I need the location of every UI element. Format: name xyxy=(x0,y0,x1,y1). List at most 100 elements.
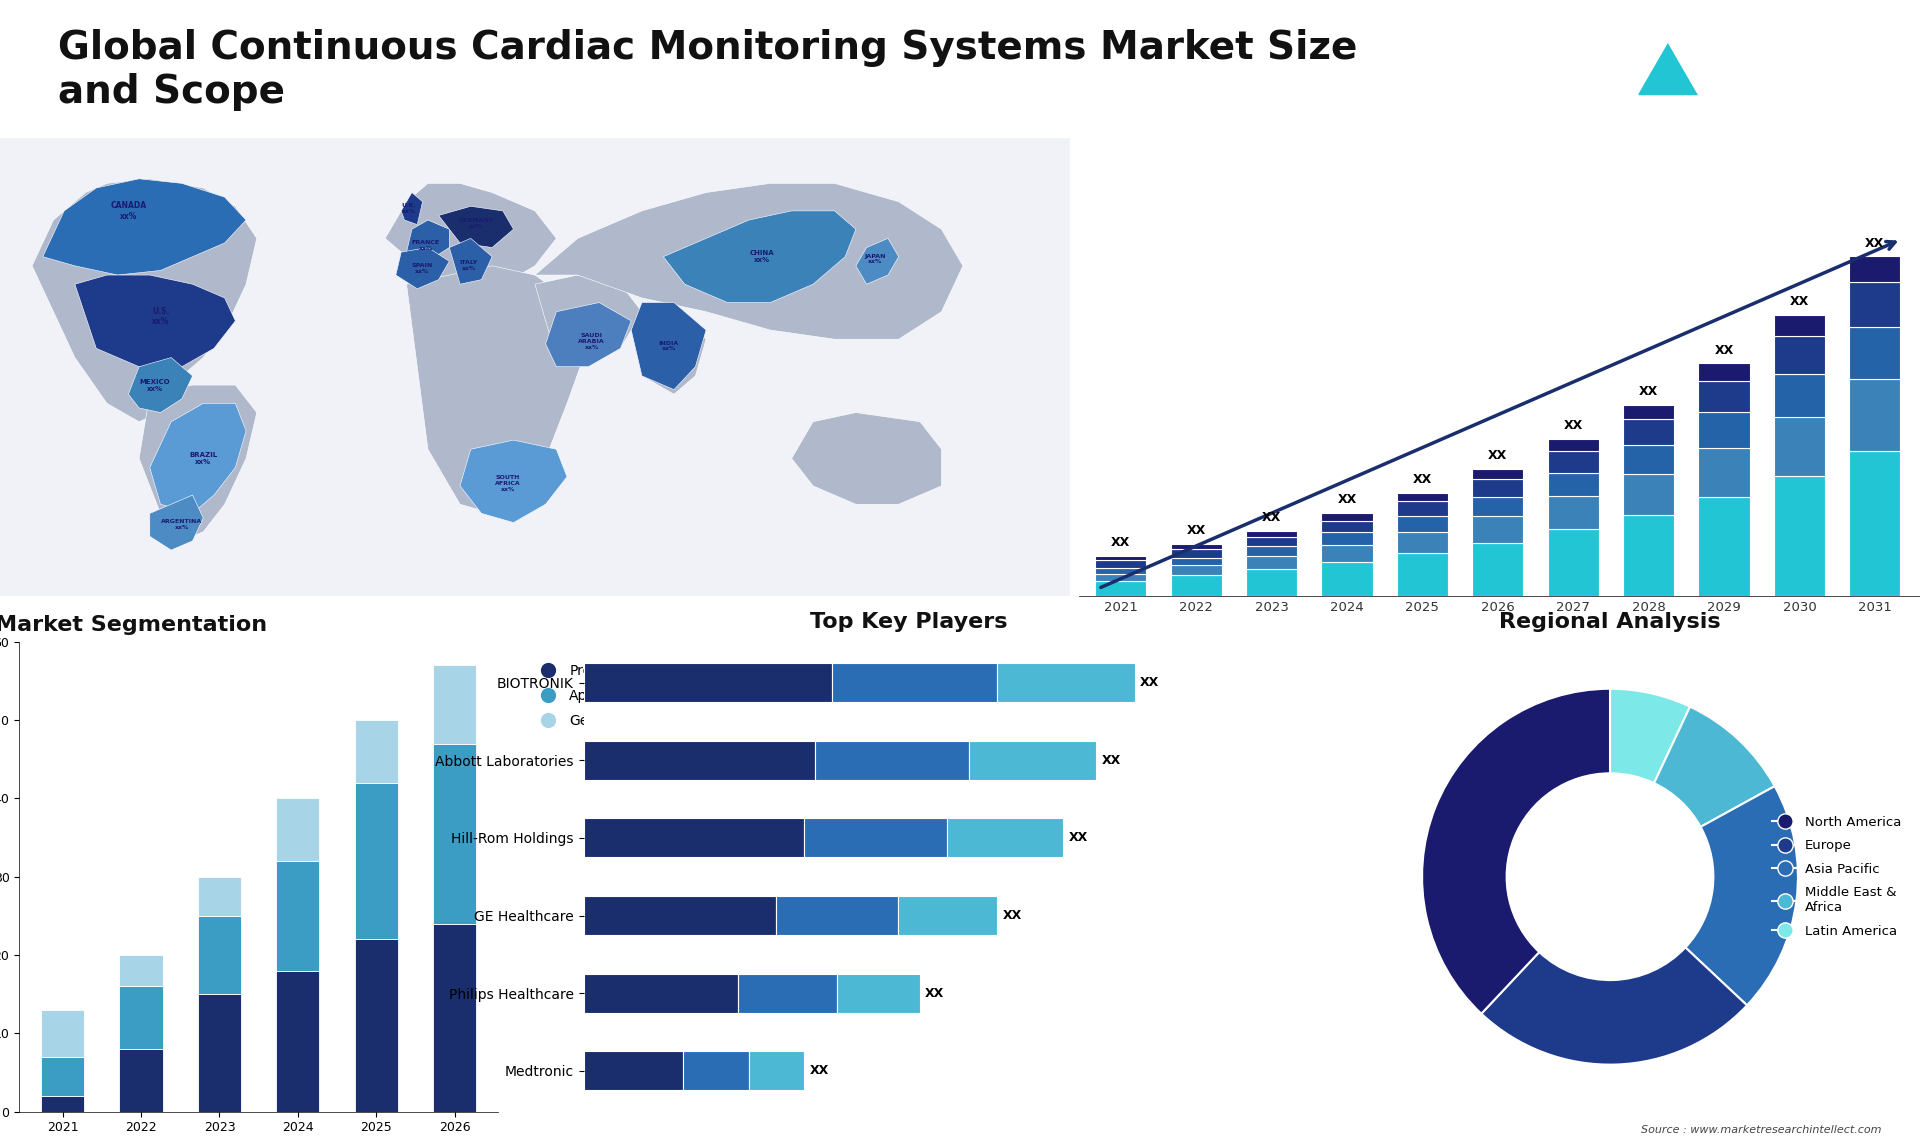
Text: JAPAN
xx%: JAPAN xx% xyxy=(864,253,885,265)
Polygon shape xyxy=(150,403,246,513)
Bar xyxy=(434,744,476,924)
Title: Regional Analysis: Regional Analysis xyxy=(1500,612,1720,631)
Bar xyxy=(1246,556,1298,570)
Wedge shape xyxy=(1482,948,1747,1065)
Polygon shape xyxy=(461,440,566,523)
Bar xyxy=(1774,416,1826,477)
Bar xyxy=(434,665,476,744)
Wedge shape xyxy=(1653,707,1774,827)
Text: XX: XX xyxy=(1261,511,1281,524)
Bar xyxy=(1094,556,1146,560)
Bar xyxy=(1622,446,1674,474)
Bar xyxy=(1321,545,1373,562)
Polygon shape xyxy=(662,211,856,303)
Polygon shape xyxy=(129,358,192,413)
Text: XX: XX xyxy=(1640,385,1659,398)
Bar xyxy=(1171,575,1221,596)
Polygon shape xyxy=(33,179,257,422)
Text: INTELLECT: INTELLECT xyxy=(1766,89,1830,100)
Text: XX: XX xyxy=(1864,236,1884,250)
Polygon shape xyxy=(632,303,707,390)
Polygon shape xyxy=(386,183,557,298)
Bar xyxy=(1396,493,1448,502)
Text: Global Continuous Cardiac Monitoring Systems Market Size
and Scope: Global Continuous Cardiac Monitoring Sys… xyxy=(58,29,1357,111)
Bar xyxy=(40,1096,84,1112)
Bar xyxy=(1473,543,1523,596)
Polygon shape xyxy=(791,413,941,504)
Text: ARGENTINA
xx%: ARGENTINA xx% xyxy=(161,519,202,531)
Bar xyxy=(584,664,831,702)
Wedge shape xyxy=(1611,689,1690,783)
Bar xyxy=(1699,413,1749,448)
Bar xyxy=(1246,547,1298,556)
Text: RESEARCH: RESEARCH xyxy=(1766,69,1830,79)
Legend: North America, Europe, Asia Pacific, Middle East &
Africa, Latin America: North America, Europe, Asia Pacific, Mid… xyxy=(1766,810,1907,943)
Legend: Product, Application, Geography: Product, Application, Geography xyxy=(530,658,653,733)
Bar xyxy=(584,740,814,779)
Text: XX: XX xyxy=(1488,449,1507,462)
Bar xyxy=(1622,515,1674,596)
Text: U.S.
xx%: U.S. xx% xyxy=(152,307,169,325)
Polygon shape xyxy=(75,275,236,367)
Bar xyxy=(584,818,804,857)
Bar xyxy=(40,1010,84,1057)
Bar xyxy=(899,896,996,935)
Bar xyxy=(1321,533,1373,545)
Text: SOUTH
AFRICA
xx%: SOUTH AFRICA xx% xyxy=(495,476,520,492)
Text: XX: XX xyxy=(1563,419,1582,432)
Text: GERMANY
xx%: GERMANY xx% xyxy=(459,218,493,229)
Text: XX: XX xyxy=(1002,909,1021,923)
Wedge shape xyxy=(1423,689,1611,1014)
Wedge shape xyxy=(1686,786,1797,1005)
Polygon shape xyxy=(536,275,641,367)
Bar xyxy=(276,861,319,971)
Bar xyxy=(1699,382,1749,413)
Bar xyxy=(355,783,397,940)
Bar xyxy=(776,896,899,935)
Text: SPAIN
xx%: SPAIN xx% xyxy=(413,262,434,274)
Bar xyxy=(1171,565,1221,575)
Text: U.K.
xx%: U.K. xx% xyxy=(401,203,417,214)
Bar xyxy=(198,916,242,995)
Text: Source : www.marketresearchintellect.com: Source : www.marketresearchintellect.com xyxy=(1642,1124,1882,1135)
Bar xyxy=(1699,497,1749,596)
Bar xyxy=(119,1049,163,1112)
Polygon shape xyxy=(1640,42,1699,95)
Bar xyxy=(1171,558,1221,565)
Text: XX: XX xyxy=(1789,295,1809,308)
Bar xyxy=(1849,379,1901,452)
Text: MARKET: MARKET xyxy=(1766,48,1816,58)
Text: CANADA
xx%: CANADA xx% xyxy=(109,202,146,220)
Polygon shape xyxy=(150,495,204,550)
Text: XX: XX xyxy=(1112,536,1131,549)
Text: CHINA
xx%: CHINA xx% xyxy=(749,250,774,264)
Polygon shape xyxy=(1668,42,1728,95)
Bar xyxy=(1171,544,1221,549)
Text: FRANCE
xx%: FRANCE xx% xyxy=(411,240,440,251)
Bar xyxy=(1849,452,1901,596)
Bar xyxy=(119,955,163,987)
Bar xyxy=(1396,502,1448,516)
Text: XX: XX xyxy=(1102,754,1121,767)
Bar xyxy=(837,974,920,1013)
Polygon shape xyxy=(407,266,588,513)
Bar xyxy=(198,877,242,916)
Bar xyxy=(831,664,996,702)
Bar xyxy=(1774,374,1826,416)
Bar xyxy=(1246,536,1298,547)
Text: MEXICO
xx%: MEXICO xx% xyxy=(140,378,171,392)
Bar xyxy=(276,799,319,861)
Polygon shape xyxy=(42,179,246,275)
Bar xyxy=(1622,405,1674,419)
Bar xyxy=(1473,516,1523,543)
Polygon shape xyxy=(449,238,492,284)
Bar xyxy=(1622,419,1674,446)
Polygon shape xyxy=(856,238,899,284)
Bar xyxy=(947,818,1064,857)
Bar xyxy=(814,740,970,779)
Bar xyxy=(1699,448,1749,497)
Bar xyxy=(1622,474,1674,515)
Bar xyxy=(1396,516,1448,532)
Bar xyxy=(198,995,242,1112)
Bar xyxy=(1246,531,1298,536)
